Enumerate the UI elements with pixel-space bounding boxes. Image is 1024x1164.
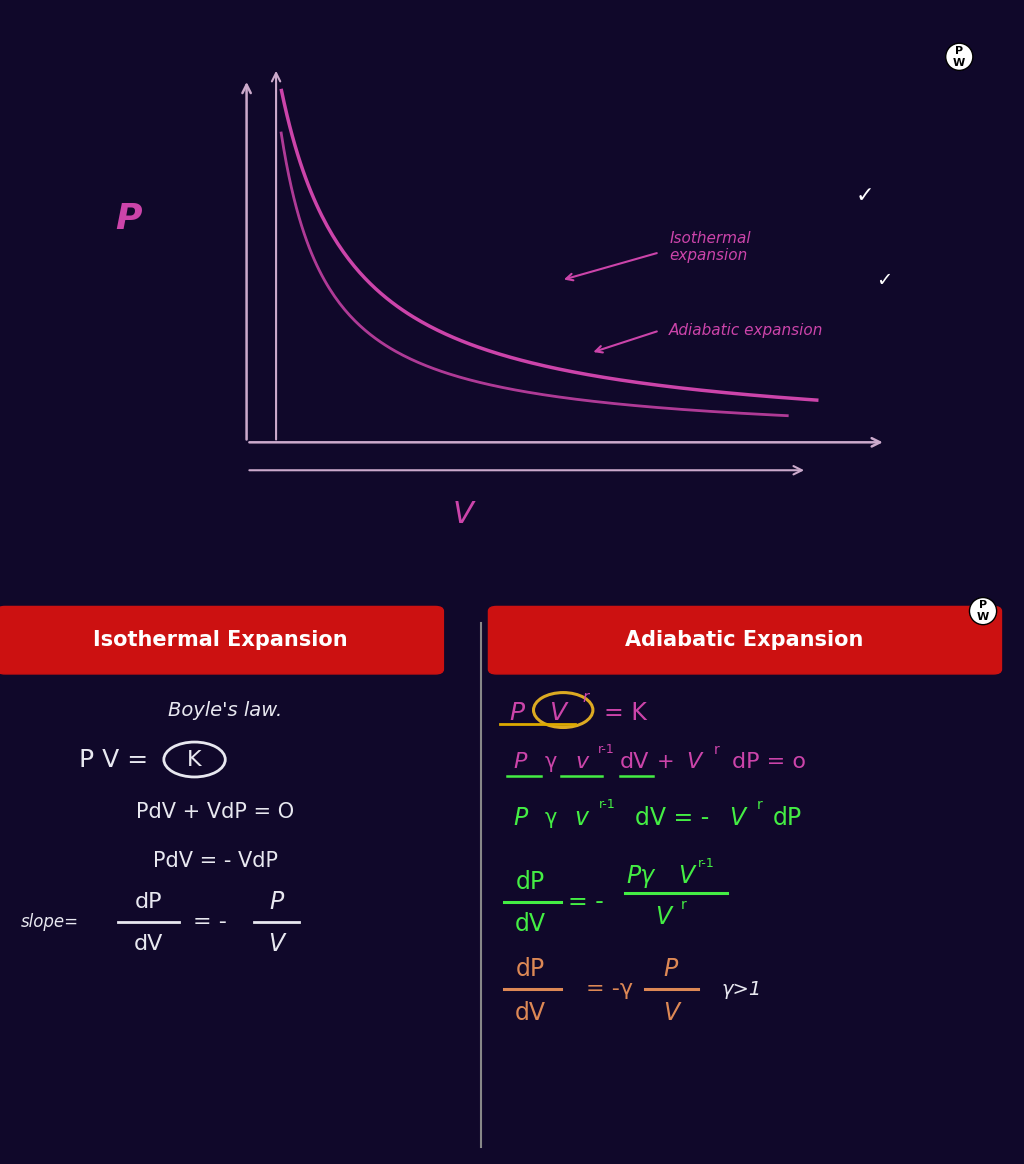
- Text: V: V: [729, 805, 745, 830]
- Text: = -: = -: [568, 890, 603, 914]
- Text: PdV + VdP = O: PdV + VdP = O: [136, 802, 294, 822]
- Text: P: P: [513, 752, 527, 773]
- Text: r: r: [681, 897, 687, 913]
- Text: Pγ: Pγ: [627, 864, 655, 888]
- Text: V: V: [678, 864, 694, 888]
- Text: slope=: slope=: [20, 914, 79, 931]
- Text: γ: γ: [545, 752, 557, 773]
- Text: r: r: [757, 797, 763, 812]
- Text: = K: = K: [604, 701, 647, 725]
- Text: dV: dV: [134, 934, 163, 954]
- Text: Isothermal Expansion: Isothermal Expansion: [93, 630, 347, 651]
- Text: r: r: [583, 690, 589, 704]
- Text: r-1: r-1: [698, 857, 715, 870]
- Text: ✓: ✓: [876, 271, 892, 290]
- Text: dP: dP: [135, 892, 162, 913]
- Text: P
W: P W: [953, 47, 966, 68]
- Text: dV: dV: [515, 1001, 546, 1024]
- FancyBboxPatch shape: [488, 606, 1001, 674]
- Text: Adiabatic expansion: Adiabatic expansion: [670, 324, 823, 338]
- Text: v: v: [575, 752, 588, 773]
- Text: dV: dV: [515, 913, 546, 936]
- Text: = -γ: = -γ: [586, 979, 633, 1000]
- Text: V: V: [663, 1001, 679, 1024]
- Text: V: V: [268, 932, 285, 956]
- Text: dP: dP: [773, 805, 802, 830]
- Text: dV = -: dV = -: [635, 805, 710, 830]
- Text: V: V: [687, 752, 701, 773]
- Text: Adiabatic Expansion: Adiabatic Expansion: [626, 630, 863, 651]
- Text: dP: dP: [516, 957, 545, 981]
- Text: P: P: [664, 957, 678, 981]
- Text: γ: γ: [545, 808, 557, 828]
- Text: PdV = - VdP: PdV = - VdP: [153, 851, 278, 872]
- Text: = -: = -: [193, 913, 227, 932]
- Text: r: r: [714, 743, 720, 757]
- Text: P: P: [116, 201, 142, 236]
- Text: +: +: [656, 752, 675, 773]
- Text: P: P: [269, 890, 284, 914]
- Text: V: V: [550, 701, 566, 725]
- Text: dV: dV: [621, 752, 649, 773]
- Text: P
W: P W: [977, 601, 989, 622]
- Text: P V =: P V =: [79, 747, 148, 772]
- Text: V: V: [453, 501, 473, 530]
- Text: r-1: r-1: [599, 799, 615, 811]
- Text: V: V: [655, 904, 672, 929]
- Text: ✓: ✓: [856, 186, 874, 206]
- Text: dP: dP: [516, 870, 545, 894]
- FancyBboxPatch shape: [0, 606, 443, 674]
- Text: dP = o: dP = o: [732, 752, 806, 773]
- Text: v: v: [574, 805, 589, 830]
- Text: K: K: [187, 750, 202, 769]
- Text: P: P: [510, 701, 524, 725]
- Text: r-1: r-1: [598, 743, 614, 757]
- Text: Boyle's law.: Boyle's law.: [168, 701, 283, 719]
- Text: Isothermal
expansion: Isothermal expansion: [670, 230, 751, 263]
- Text: γ>1: γ>1: [722, 980, 762, 999]
- Text: P: P: [513, 805, 527, 830]
